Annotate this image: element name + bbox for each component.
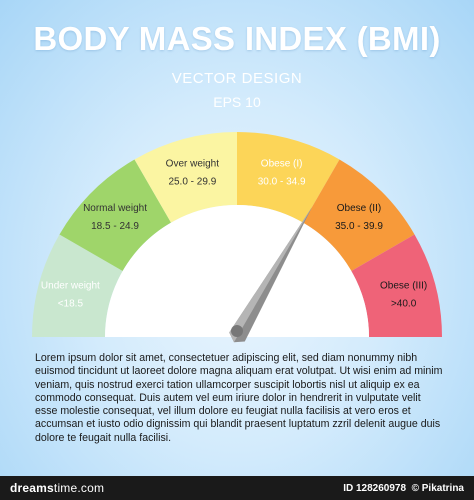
footer-brand-light: time.com xyxy=(53,481,105,495)
description-text: Lorem ipsum dolor sit amet, consectetuer… xyxy=(35,352,443,444)
needle-highlight xyxy=(229,207,312,343)
segment-name: Obese (III) xyxy=(380,280,427,291)
footer-brand-bold: dreams xyxy=(10,481,54,495)
gauge-segment xyxy=(32,234,123,337)
page-title: BODY MASS INDEX (BMI) xyxy=(33,20,441,57)
footer-brand: dreamstime.com xyxy=(10,481,104,495)
footer-id-value: 128260978 xyxy=(355,482,407,494)
gauge-dial xyxy=(105,205,369,337)
gauge-segment xyxy=(59,159,171,271)
footer-id: ID 128260978 © Pikatrina xyxy=(343,483,464,494)
segment-range: 18.5 - 24.9 xyxy=(91,221,139,232)
footer-id-label: ID xyxy=(343,482,354,494)
segment-range: >40.0 xyxy=(391,298,417,309)
segment-range: <18.5 xyxy=(58,298,84,309)
gauge-segment xyxy=(303,159,415,271)
segment-range: 25.0 - 29.9 xyxy=(168,176,216,187)
needle-hub xyxy=(231,325,243,337)
subtitle: VECTOR DESIGN xyxy=(171,70,303,87)
segment-name: Obese (II) xyxy=(337,203,381,214)
segment-name: Obese (I) xyxy=(261,158,303,169)
segment-range: 35.0 - 39.9 xyxy=(335,221,383,232)
eps-label: EPS 10 xyxy=(213,94,261,110)
segment-name: Normal weight xyxy=(83,203,147,214)
footer-author: © Pikatrina xyxy=(411,482,464,494)
segment-name: Under weight xyxy=(41,280,100,291)
footer-bar: dreamstime.com ID 128260978 © Pikatrina xyxy=(0,476,474,500)
gauge-segment xyxy=(134,132,237,223)
segment-range: 30.0 - 34.9 xyxy=(258,176,306,187)
segment-name: Over weight xyxy=(166,158,220,169)
gauge-segment xyxy=(351,234,442,337)
gauge-segment xyxy=(237,132,340,223)
